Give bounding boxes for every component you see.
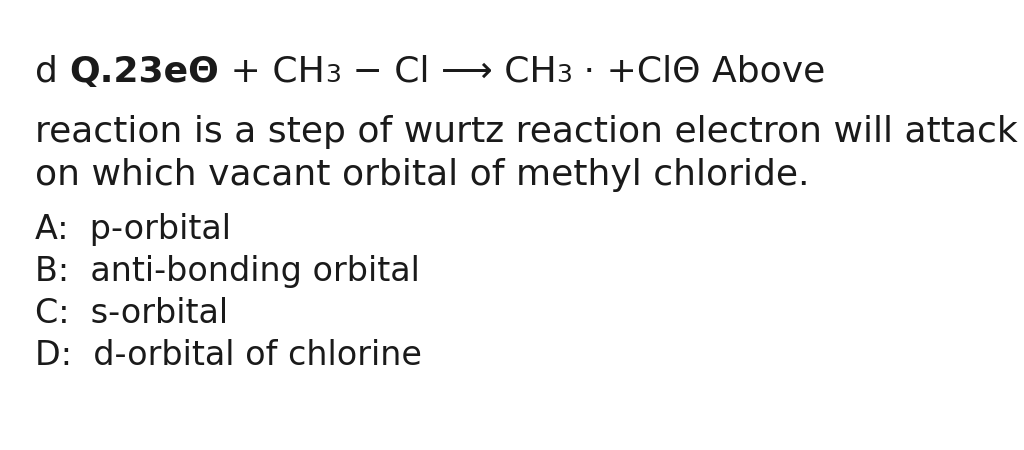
Text: on which vacant orbital of methyl chloride.: on which vacant orbital of methyl chlori… — [35, 158, 810, 192]
Text: reaction is a step of wurtz reaction electron will attack: reaction is a step of wurtz reaction ele… — [35, 115, 1018, 149]
Text: + CH: + CH — [219, 55, 325, 89]
Text: d: d — [35, 55, 70, 89]
Text: 3: 3 — [325, 63, 341, 87]
Text: C:  s-orbital: C: s-orbital — [35, 297, 228, 330]
Text: − Cl ⟶ CH: − Cl ⟶ CH — [341, 55, 556, 89]
Text: 3: 3 — [556, 63, 572, 87]
Text: · +ClΘ Above: · +ClΘ Above — [572, 55, 825, 89]
Text: D:  d-orbital of chlorine: D: d-orbital of chlorine — [35, 339, 422, 372]
Text: A:  p-orbital: A: p-orbital — [35, 213, 231, 246]
Text: B:  anti-bonding orbital: B: anti-bonding orbital — [35, 255, 420, 288]
Text: Q.23eΘ: Q.23eΘ — [70, 55, 219, 89]
